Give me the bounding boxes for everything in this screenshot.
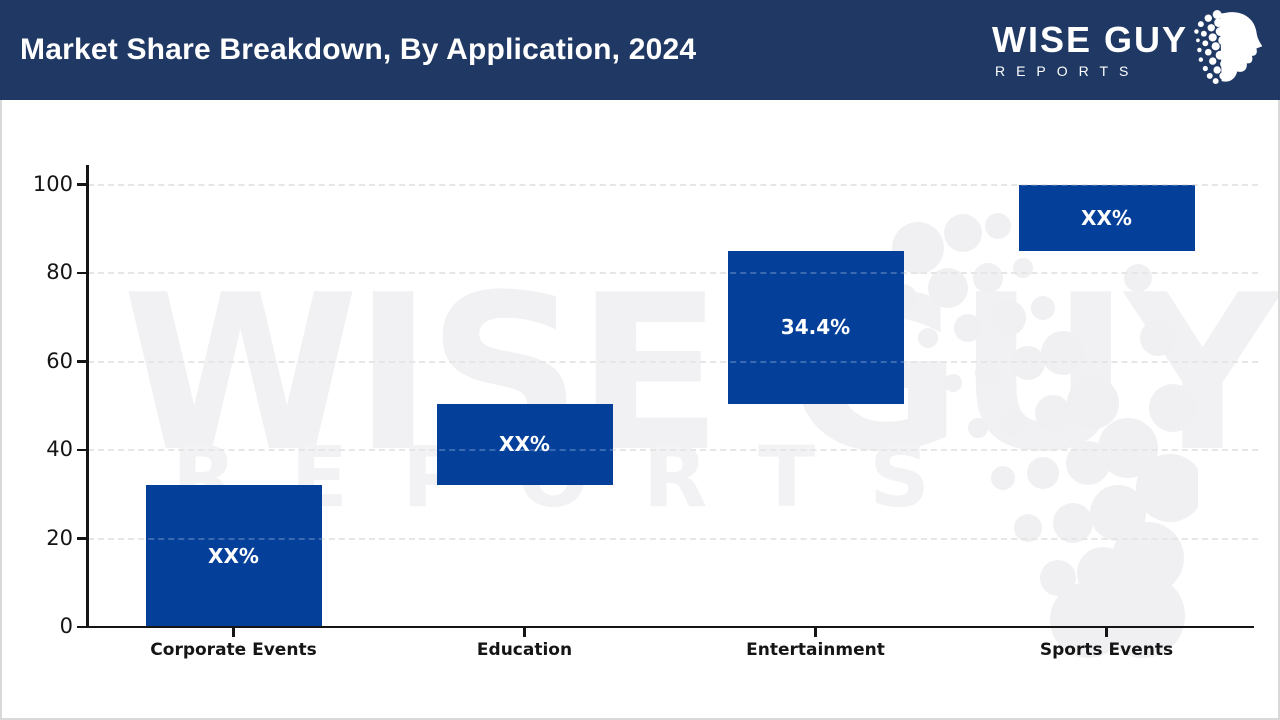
y-tick-mark <box>77 183 87 186</box>
page-title: Market Share Breakdown, By Application, … <box>20 33 697 66</box>
y-tick-label: 40 <box>46 437 73 461</box>
y-tick-label: 80 <box>46 260 73 284</box>
x-category-label: Corporate Events <box>150 640 317 660</box>
bar-corporate-events: XX% <box>145 485 322 627</box>
x-tick-mark <box>814 628 817 637</box>
page-border-left <box>0 100 2 720</box>
bar-value-label: XX% <box>208 544 259 569</box>
page-border-right <box>1278 100 1280 720</box>
page-border-bottom <box>0 718 1280 720</box>
bar-entertainment: 34.4% <box>727 251 904 404</box>
x-category-label: Entertainment <box>746 640 885 660</box>
x-tick-mark <box>232 628 235 637</box>
bar-education: XX% <box>436 403 613 486</box>
y-tick-mark <box>77 360 87 363</box>
gridline-overlay <box>88 183 1258 186</box>
logo-wordmark: WISE GUY <box>991 18 1188 60</box>
bar-value-label: XX% <box>1081 205 1132 230</box>
brand-logo: WISE GUY REPORTS <box>992 9 1280 91</box>
gridline-overlay <box>88 449 1258 451</box>
y-tick-mark <box>77 271 87 275</box>
y-tick-mark <box>77 625 87 629</box>
gridline <box>88 537 1258 540</box>
y-axis-spine <box>86 165 89 627</box>
gridline-overlay <box>88 272 1258 274</box>
y-tick-mark <box>77 537 87 540</box>
y-tick-label: 100 <box>32 171 73 196</box>
gridline <box>88 360 1258 363</box>
bar-value-label: 34.4% <box>780 315 851 340</box>
x-category-label: Sports Events <box>1039 640 1174 660</box>
watermark-head-icon <box>889 213 1198 658</box>
x-tick-mark <box>1105 628 1108 637</box>
gridline <box>88 272 1258 274</box>
gridline <box>88 183 1258 186</box>
y-tick-mark <box>77 448 87 452</box>
gridline <box>88 449 1258 451</box>
logo-head-icon <box>1194 10 1263 85</box>
logo-subtext: REPORTS <box>994 62 1140 79</box>
x-category-label: Education <box>476 640 573 660</box>
y-tick-label: 20 <box>46 525 73 550</box>
y-tick-label: 60 <box>46 348 73 373</box>
bar-value-label: XX% <box>499 432 550 457</box>
x-tick-mark <box>523 628 526 637</box>
gridline-overlay <box>88 360 1258 363</box>
bar-sports-events: XX% <box>1018 184 1195 252</box>
y-tick-label: 0 <box>59 614 73 638</box>
header: Market Share Breakdown, By Application, … <box>0 0 1280 100</box>
logo-text: WISE GUY REPORTS <box>991 18 1188 79</box>
x-axis-spine <box>86 625 1254 628</box>
gridline-overlay <box>88 537 1258 540</box>
